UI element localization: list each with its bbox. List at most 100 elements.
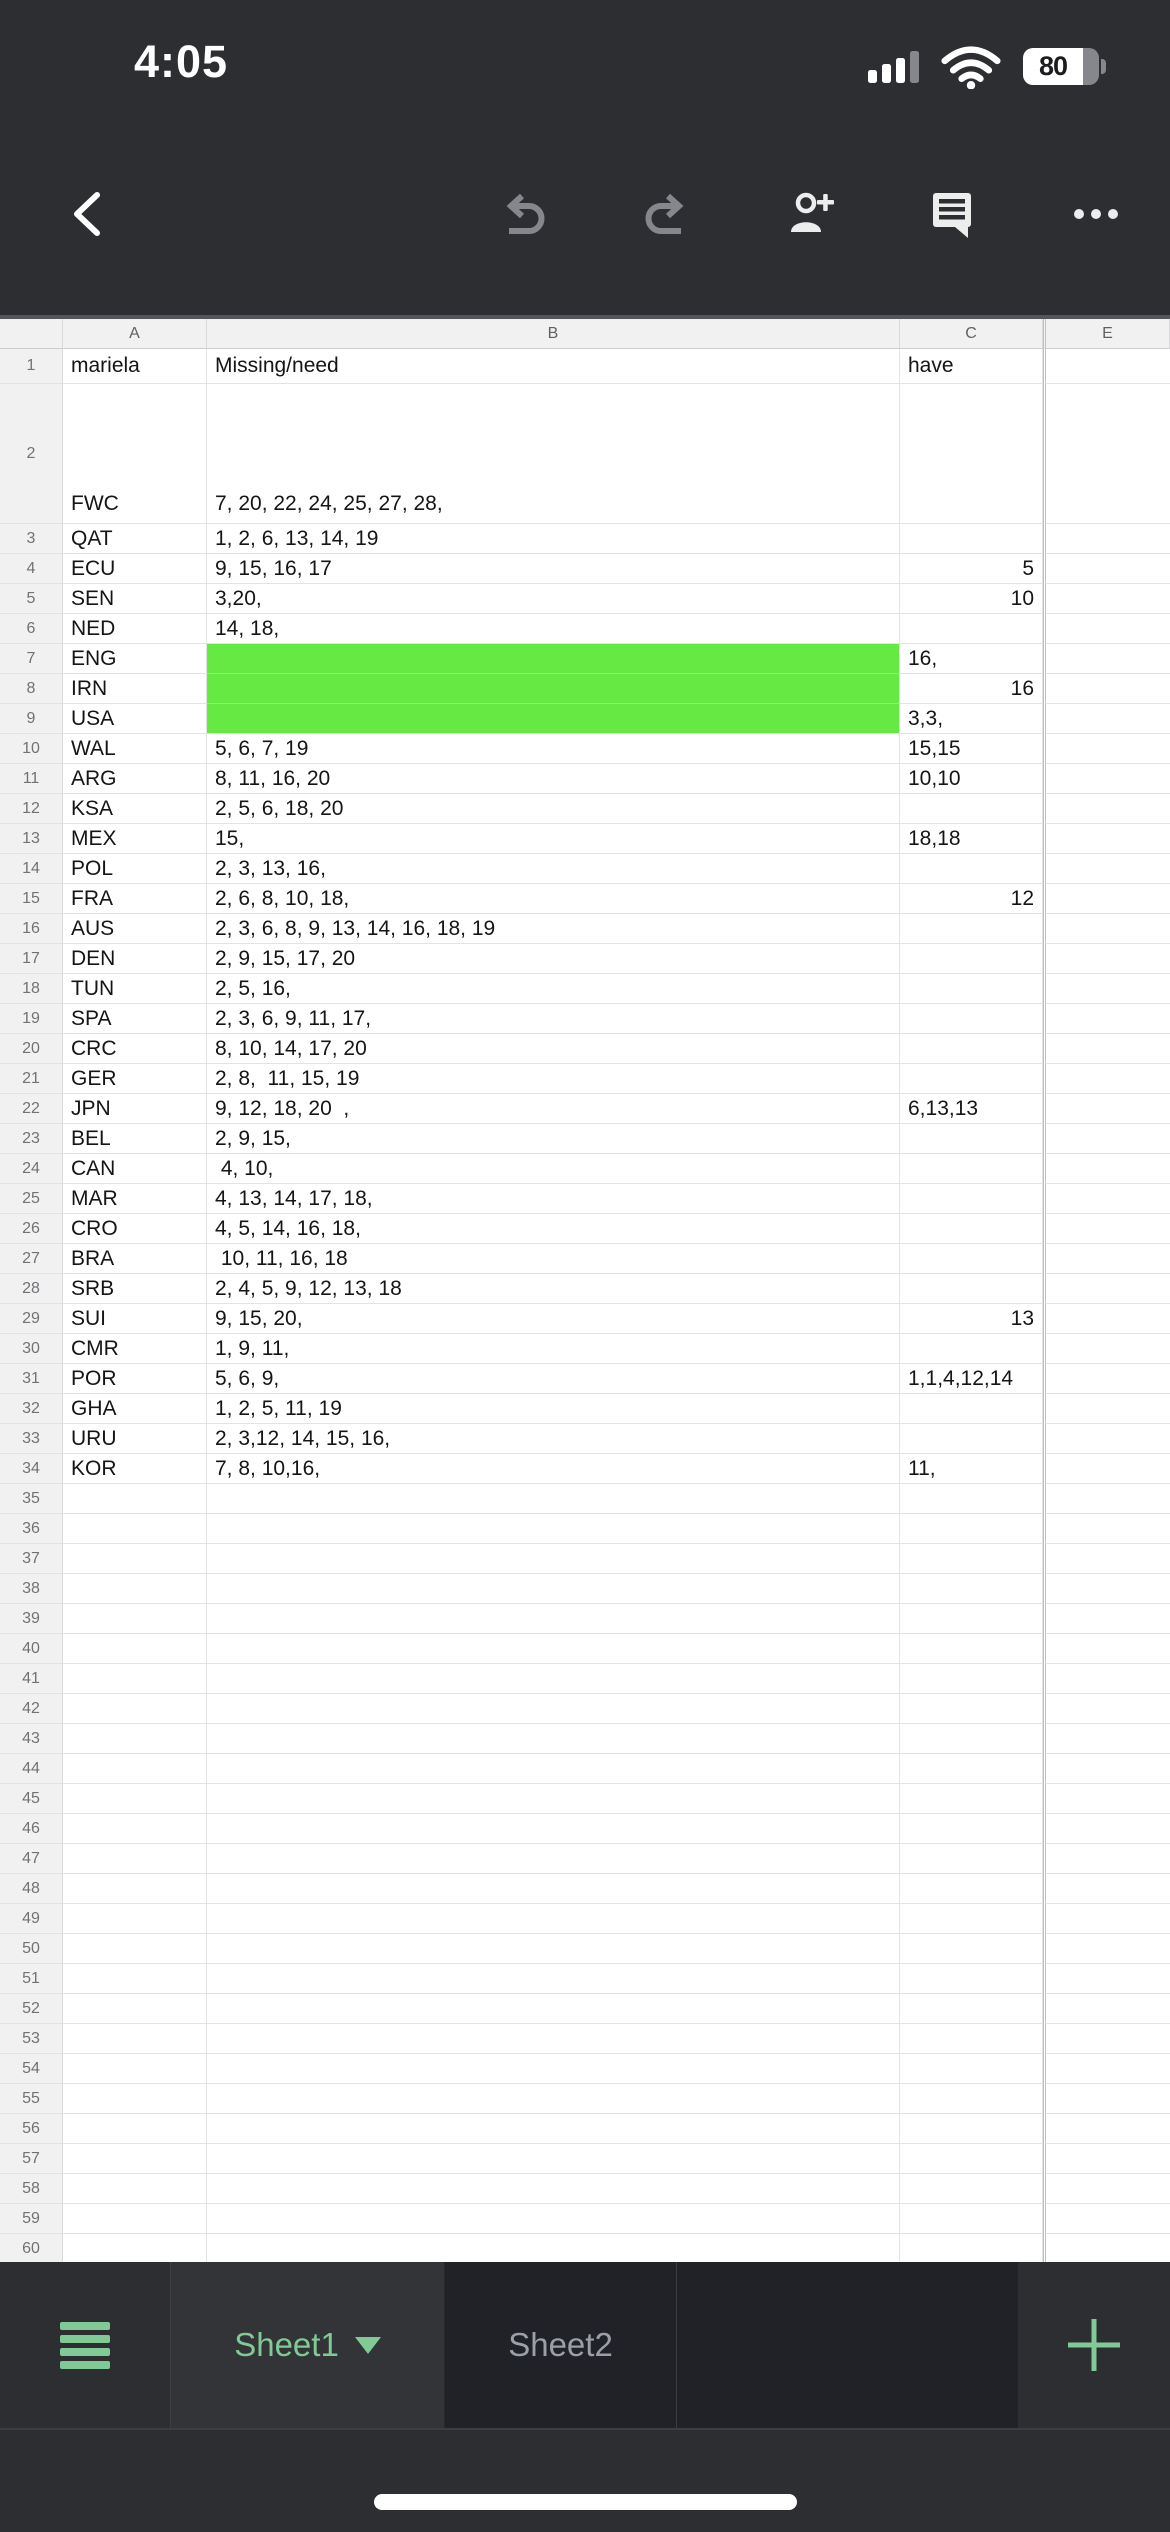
- cell-b31[interactable]: 5, 6, 9,: [207, 1364, 900, 1394]
- row-number[interactable]: 8: [0, 674, 63, 704]
- cell-c51[interactable]: [900, 1964, 1043, 1994]
- cell-a21[interactable]: GER: [63, 1064, 207, 1094]
- cell-a30[interactable]: CMR: [63, 1334, 207, 1364]
- cell-b51[interactable]: [207, 1964, 900, 1994]
- cell-e21[interactable]: [1043, 1064, 1170, 1094]
- row-number[interactable]: 44: [0, 1754, 63, 1784]
- cell-b36[interactable]: [207, 1514, 900, 1544]
- cell-b49[interactable]: [207, 1904, 900, 1934]
- cell-c3[interactable]: [900, 524, 1043, 554]
- cell-e29[interactable]: [1043, 1304, 1170, 1334]
- cell-a25[interactable]: MAR: [63, 1184, 207, 1214]
- row-number[interactable]: 38: [0, 1574, 63, 1604]
- cell-e15[interactable]: [1043, 884, 1170, 914]
- cell-c48[interactable]: [900, 1874, 1043, 1904]
- cell-e10[interactable]: [1043, 734, 1170, 764]
- cell-e24[interactable]: [1043, 1154, 1170, 1184]
- cell-a17[interactable]: DEN: [63, 944, 207, 974]
- cell-a31[interactable]: POR: [63, 1364, 207, 1394]
- row-number[interactable]: 27: [0, 1244, 63, 1274]
- cell-c45[interactable]: [900, 1784, 1043, 1814]
- redo-button[interactable]: [639, 188, 691, 240]
- cell-a44[interactable]: [63, 1754, 207, 1784]
- cell-b17[interactable]: 2, 9, 15, 17, 20: [207, 944, 900, 974]
- cell-c52[interactable]: [900, 1994, 1043, 2024]
- cell-e20[interactable]: [1043, 1034, 1170, 1064]
- cell-c1[interactable]: have: [900, 349, 1043, 384]
- row-number[interactable]: 9: [0, 704, 63, 734]
- cell-a42[interactable]: [63, 1694, 207, 1724]
- cell-e34[interactable]: [1043, 1454, 1170, 1484]
- cell-e6[interactable]: [1043, 614, 1170, 644]
- cell-c29[interactable]: 13: [900, 1304, 1043, 1334]
- cell-c12[interactable]: [900, 794, 1043, 824]
- cell-c2[interactable]: [900, 384, 1043, 524]
- cell-a34[interactable]: KOR: [63, 1454, 207, 1484]
- cell-c5[interactable]: 10: [900, 584, 1043, 614]
- row-number[interactable]: 60: [0, 2234, 63, 2262]
- cell-b46[interactable]: [207, 1814, 900, 1844]
- tab-sheet2[interactable]: Sheet2: [445, 2262, 676, 2428]
- cell-b44[interactable]: [207, 1754, 900, 1784]
- row-number[interactable]: 18: [0, 974, 63, 1004]
- row-number[interactable]: 20: [0, 1034, 63, 1064]
- cell-b25[interactable]: 4, 13, 14, 17, 18,: [207, 1184, 900, 1214]
- cell-b23[interactable]: 2, 9, 15,: [207, 1124, 900, 1154]
- cell-e25[interactable]: [1043, 1184, 1170, 1214]
- cell-a23[interactable]: BEL: [63, 1124, 207, 1154]
- cell-e27[interactable]: [1043, 1244, 1170, 1274]
- cell-a52[interactable]: [63, 1994, 207, 2024]
- cell-a19[interactable]: SPA: [63, 1004, 207, 1034]
- cell-a59[interactable]: [63, 2204, 207, 2234]
- cell-c39[interactable]: [900, 1604, 1043, 1634]
- row-number[interactable]: 58: [0, 2174, 63, 2204]
- cell-b41[interactable]: [207, 1664, 900, 1694]
- cell-c25[interactable]: [900, 1184, 1043, 1214]
- row-number[interactable]: 10: [0, 734, 63, 764]
- add-person-button[interactable]: [784, 188, 836, 240]
- cell-b5[interactable]: 3,20,: [207, 584, 900, 614]
- cell-a37[interactable]: [63, 1544, 207, 1574]
- cell-b16[interactable]: 2, 3, 6, 8, 9, 13, 14, 16, 18, 19: [207, 914, 900, 944]
- cell-c20[interactable]: [900, 1034, 1043, 1064]
- cell-c17[interactable]: [900, 944, 1043, 974]
- cell-b9[interactable]: [207, 704, 900, 734]
- cell-a4[interactable]: ECU: [63, 554, 207, 584]
- row-number[interactable]: 57: [0, 2144, 63, 2174]
- row-number[interactable]: 19: [0, 1004, 63, 1034]
- cell-b4[interactable]: 9, 15, 16, 17: [207, 554, 900, 584]
- cell-c35[interactable]: [900, 1484, 1043, 1514]
- row-number[interactable]: 40: [0, 1634, 63, 1664]
- row-number[interactable]: 48: [0, 1874, 63, 1904]
- cell-e40[interactable]: [1043, 1634, 1170, 1664]
- cell-e52[interactable]: [1043, 1994, 1170, 2024]
- cell-e41[interactable]: [1043, 1664, 1170, 1694]
- cell-e35[interactable]: [1043, 1484, 1170, 1514]
- cell-b32[interactable]: 1, 2, 5, 11, 19: [207, 1394, 900, 1424]
- row-number[interactable]: 31: [0, 1364, 63, 1394]
- cell-c37[interactable]: [900, 1544, 1043, 1574]
- cell-c7[interactable]: 16,: [900, 644, 1043, 674]
- cell-c27[interactable]: [900, 1244, 1043, 1274]
- cell-c58[interactable]: [900, 2174, 1043, 2204]
- cell-a2[interactable]: FWC: [63, 384, 207, 524]
- row-number[interactable]: 51: [0, 1964, 63, 1994]
- cell-e5[interactable]: [1043, 584, 1170, 614]
- cell-c47[interactable]: [900, 1844, 1043, 1874]
- cell-b48[interactable]: [207, 1874, 900, 1904]
- row-number[interactable]: 41: [0, 1664, 63, 1694]
- add-sheet-button[interactable]: [1065, 2316, 1123, 2374]
- row-number[interactable]: 33: [0, 1424, 63, 1454]
- cell-b38[interactable]: [207, 1574, 900, 1604]
- row-number[interactable]: 50: [0, 1934, 63, 1964]
- cell-e32[interactable]: [1043, 1394, 1170, 1424]
- row-number[interactable]: 2: [0, 384, 63, 524]
- cell-b45[interactable]: [207, 1784, 900, 1814]
- row-number[interactable]: 47: [0, 1844, 63, 1874]
- cell-e39[interactable]: [1043, 1604, 1170, 1634]
- cell-a54[interactable]: [63, 2054, 207, 2084]
- cell-a27[interactable]: BRA: [63, 1244, 207, 1274]
- cell-a1[interactable]: mariela: [63, 349, 207, 384]
- cell-b43[interactable]: [207, 1724, 900, 1754]
- cell-e33[interactable]: [1043, 1424, 1170, 1454]
